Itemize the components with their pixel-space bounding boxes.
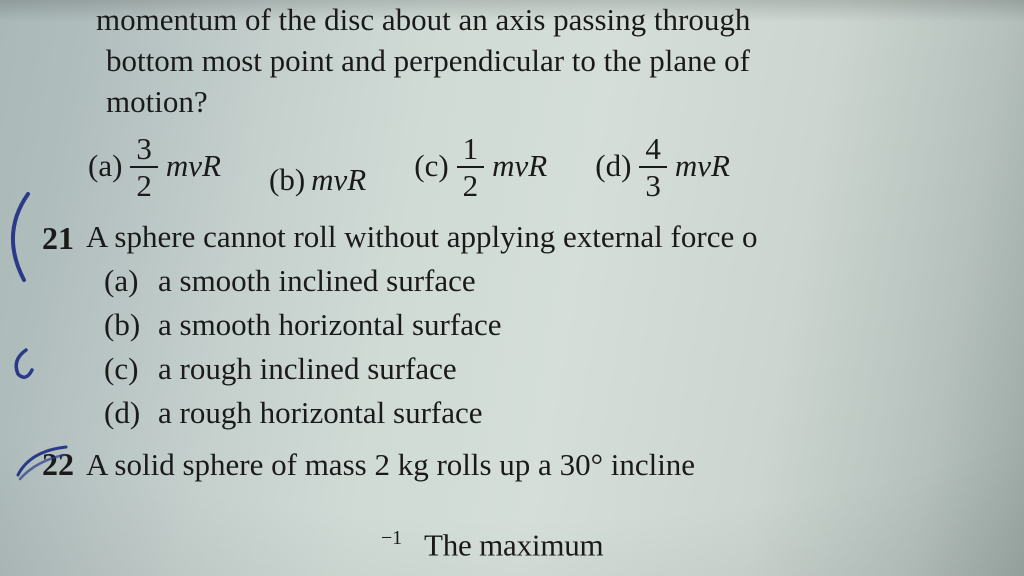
q22-text: A solid sphere of mass 2 kg rolls up a 3… <box>86 445 695 486</box>
opt-tail: mvR <box>166 146 221 187</box>
opt-label: (c) <box>104 347 150 391</box>
q20-opt-d: (d) 4 3 mvR <box>595 133 730 201</box>
q20-line2: bottom most point and perpendicular to t… <box>106 43 750 78</box>
opt-label: (b) <box>269 160 305 201</box>
q20-intro: momentum of the disc about an axis passi… <box>10 0 757 127</box>
q21-opt-c: (c) a rough inclined surface <box>104 347 757 391</box>
fraction: 3 2 <box>130 133 158 201</box>
q22-number: 22 <box>10 443 86 485</box>
q21-options: (a) a smooth inclined surface (b) a smoo… <box>10 259 757 435</box>
q22-number-text: 22 <box>42 446 74 482</box>
q20-opt-c: (c) 1 2 mvR <box>414 133 547 201</box>
opt-text: a smooth inclined surface <box>158 259 476 303</box>
q20-opt-b: (b) mvR <box>269 160 366 201</box>
frac-den: 2 <box>130 168 158 201</box>
opt-tail: mvR <box>311 160 366 201</box>
q20-options: (a) 3 2 mvR (b) mvR (c) 1 2 mvR (d) 4 3 <box>10 127 757 211</box>
q20-line3: motion? <box>106 84 208 119</box>
q21-text: A sphere cannot roll without applying ex… <box>86 217 757 259</box>
opt-tail: mvR <box>675 146 730 187</box>
exp-minus1: −1 <box>379 527 402 549</box>
opt-tail: mvR <box>492 146 547 187</box>
q20-opt-a: (a) 3 2 mvR <box>88 133 221 201</box>
frac-num: 4 <box>639 133 667 168</box>
opt-text: a rough horizontal surface <box>158 391 483 435</box>
q20-line1: momentum of the disc about an axis passi… <box>96 2 750 37</box>
opt-label: (b) <box>104 303 150 347</box>
opt-label: (d) <box>104 391 150 435</box>
opt-label: (a) <box>104 259 150 303</box>
page-content: momentum of the disc about an axis passi… <box>0 0 771 576</box>
opt-text: a smooth horizontal surface <box>158 303 501 347</box>
opt-label: (a) <box>88 146 122 187</box>
frac-den: 2 <box>457 168 485 201</box>
q21-number: 21 <box>10 217 86 259</box>
frac-den: 3 <box>639 168 667 201</box>
q21-opt-b: (b) a smooth horizontal surface <box>104 303 757 347</box>
opt-label: (d) <box>595 146 631 187</box>
opt-text: a rough inclined surface <box>158 347 457 391</box>
q22-cutoff-line: xxxxxxxxxxxxxxxx−1 The maximum <box>10 484 757 576</box>
cutoff-suffix: The maximum <box>402 527 604 562</box>
q22: 22 A solid sphere of mass 2 kg rolls up … <box>10 435 757 486</box>
fraction: 1 2 <box>457 133 485 201</box>
q21-opt-d: (d) a rough horizontal surface <box>104 391 757 435</box>
fraction: 4 3 <box>639 133 667 201</box>
q21-opt-a: (a) a smooth inclined surface <box>104 259 757 303</box>
opt-label: (c) <box>414 146 448 187</box>
q21: 21 A sphere cannot roll without applying… <box>10 211 757 259</box>
frac-num: 1 <box>457 133 485 168</box>
frac-num: 3 <box>130 133 158 168</box>
